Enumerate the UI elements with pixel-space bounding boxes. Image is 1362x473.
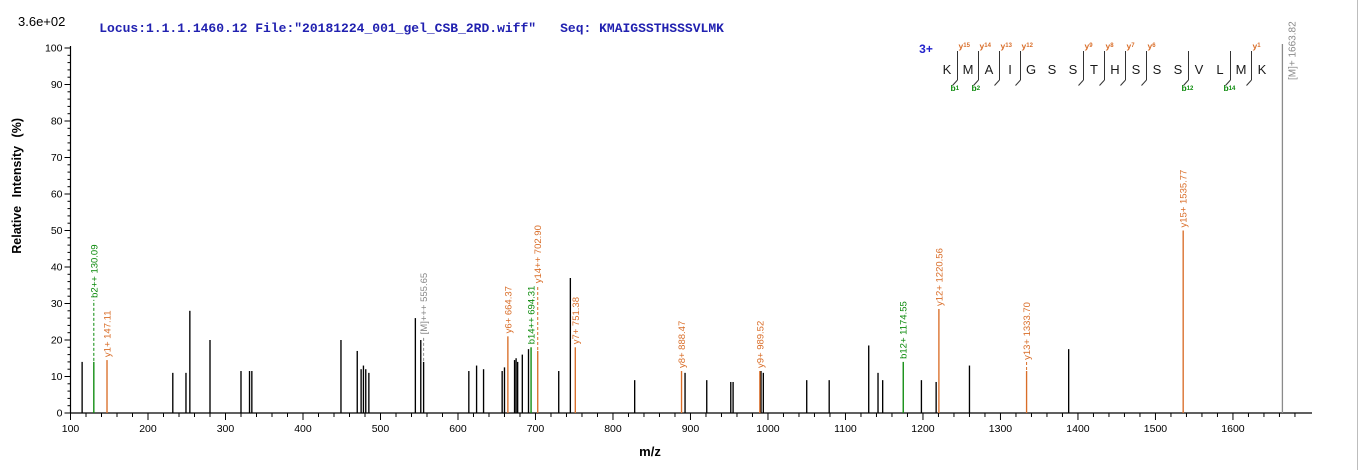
y-tick-label: 60 [51,189,63,201]
x-tick-label: 1500 [1144,423,1168,435]
x-axis-title: m/z [639,444,661,459]
spectrum-header: Locus:1.1.1.1460.12 File:"20181224_001_g… [68,6,724,51]
y-tick-label: 20 [51,335,63,347]
residue-letter: H [1110,62,1119,77]
cleavage-bracket-foot [952,79,958,86]
peak-label: y9+ 989.52 [755,321,766,368]
x-tick-label: 600 [449,423,467,435]
y-tick-label: 90 [51,79,63,91]
residue-letter: S [1153,62,1162,77]
y-ion-marker: y13 [1001,41,1013,51]
b-ion-marker: b2 [972,83,981,93]
peak-label: y12+ 1220.56 [934,248,945,306]
cleavage-bracket-foot [1246,79,1252,86]
residue-letter: A [985,62,994,77]
y-ion-marker: y15 [959,41,971,51]
x-tick-label: 1100 [834,423,857,435]
y-tick-label: 0 [57,408,63,420]
residue-letter: S [1132,62,1141,77]
y-tick-label: 80 [51,116,63,128]
y-axis-title: Relative Intensity (%) [10,118,24,254]
y-ion-marker: y14 [980,41,992,51]
locus-file-text: Locus:1.1.1.1460.12 File:"20181224_001_g… [99,21,537,36]
intensity-scale-label: 3.6e+02 [18,14,66,29]
y-tick-label: 10 [51,371,63,383]
y-ion-marker: y12 [1022,41,1034,51]
peak-label: y1+ 147.11 [103,310,114,357]
x-tick-label: 900 [682,423,700,435]
cleavage-bracket-foot [973,79,979,86]
residue-letter: M [1236,62,1247,77]
b-ion-marker: b1 [951,83,960,93]
residue-letter: S [1048,62,1057,77]
y-tick-label: 70 [51,152,63,164]
cleavage-bracket-foot [1141,79,1147,86]
residue-letter: L [1216,62,1223,77]
cleavage-bracket-foot [1225,79,1231,86]
x-tick-label: 200 [139,423,157,435]
y-ion-marker: y7 [1127,41,1136,51]
peak-label: y13+ 1333.70 [1022,302,1033,360]
residue-letter: K [943,62,952,77]
x-tick-label: 1300 [989,423,1013,435]
residue-letter: V [1195,62,1204,77]
y-tick-label: 40 [51,262,63,274]
peak-label: y6+ 664.37 [503,286,514,333]
x-tick-label: 1400 [1066,423,1090,435]
residue-letter: S [1069,62,1078,77]
cleavage-bracket-foot [1099,79,1105,86]
peak-label: y7+ 751.38 [571,297,582,344]
y-ion-marker: y1 [1253,41,1262,51]
residue-letter: M [963,62,974,77]
y-ion-marker: y8 [1106,41,1115,51]
cleavage-bracket-foot [994,79,1000,86]
residue-letter: T [1090,62,1098,77]
y-tick-label: 50 [51,225,63,237]
x-tick-label: 500 [372,423,390,435]
peak-label: y8+ 888.47 [677,321,688,368]
peak-label: y15+ 1535.77 [1179,170,1190,228]
residue-letter: G [1026,62,1036,77]
sequence-text: Seq: KMAIGSSTHSSSVLMK [560,21,724,36]
b-ion-marker: b14 [1224,83,1237,93]
cleavage-bracket-foot [1015,79,1021,86]
y-ion-marker: y9 [1085,41,1094,51]
peak-label: b2++ 130.09 [89,244,100,297]
peak-label: y14++ 702.90 [533,225,544,283]
cleavage-bracket-foot [1120,79,1126,86]
x-tick-label: 1600 [1221,423,1245,435]
x-tick-label: 300 [217,423,235,435]
x-tick-label: 1000 [756,423,780,435]
peak-label: [M]+++ 555.65 [419,273,430,335]
residue-letter: S [1174,62,1183,77]
x-tick-label: 400 [294,423,312,435]
window-border [1357,0,1358,470]
residue-letter: K [1258,62,1267,77]
peak-label: b14++ 694.31 [527,286,538,345]
y-ion-marker: y6 [1148,41,1157,51]
x-tick-label: 1200 [911,423,935,435]
x-tick-label: 700 [527,423,545,435]
y-tick-label: 100 [45,43,63,55]
x-tick-label: 100 [62,423,80,435]
cleavage-bracket-foot [1183,79,1189,86]
precursor-charge-label: 3+ [919,42,933,56]
cleavage-bracket-foot [1078,79,1084,86]
precursor-label: [M]+ 1663.82 [1287,21,1298,80]
peak-label: b12+ 1174.55 [899,301,910,359]
y-tick-label: 30 [51,298,63,310]
b-ion-marker: b12 [1182,83,1195,93]
residue-letter: I [1008,62,1012,77]
x-tick-label: 800 [604,423,622,435]
